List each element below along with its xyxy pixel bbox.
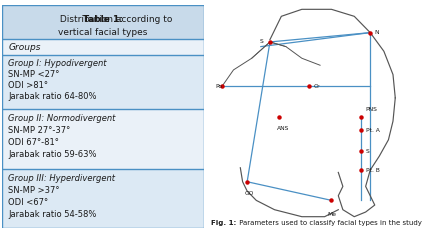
Text: Distribution according to: Distribution according to: [34, 15, 172, 24]
Text: Cr: Cr: [313, 84, 320, 89]
Text: ODI >81°: ODI >81°: [8, 81, 48, 90]
Text: S: S: [260, 39, 263, 45]
Text: ANS: ANS: [277, 126, 289, 131]
Text: vertical facial types: vertical facial types: [59, 28, 148, 37]
Text: PNS: PNS: [365, 107, 378, 112]
Text: Jarabak ratio 54-58%: Jarabak ratio 54-58%: [8, 209, 97, 219]
Bar: [2, 109, 204, 169]
Text: SN-MP <27°: SN-MP <27°: [8, 70, 59, 79]
Text: SN-MP >37°: SN-MP >37°: [8, 186, 60, 195]
Text: Group II: Normodivergent: Group II: Normodivergent: [8, 114, 115, 123]
Text: GO: GO: [245, 191, 254, 196]
Bar: [2, 5, 204, 39]
Text: Me: Me: [327, 212, 336, 217]
Text: ODI <67°: ODI <67°: [8, 198, 48, 207]
Text: Group I: Hypodivergent: Group I: Hypodivergent: [8, 59, 107, 68]
Bar: [2, 55, 204, 109]
Text: ODI 67°-81°: ODI 67°-81°: [8, 138, 59, 147]
Text: Groups: Groups: [8, 43, 41, 52]
Text: Group III: Hyperdivergent: Group III: Hyperdivergent: [8, 174, 115, 183]
Bar: [2, 169, 204, 228]
Text: Pt. B: Pt. B: [365, 168, 379, 173]
Text: SN-MP 27°-37°: SN-MP 27°-37°: [8, 126, 70, 135]
Text: N: N: [375, 30, 379, 35]
Text: S: S: [365, 149, 369, 154]
Text: Po: Po: [215, 84, 222, 89]
Text: Jarabak ratio 64-80%: Jarabak ratio 64-80%: [8, 92, 97, 101]
Text: Parameters used to classify facial types in the study: Parameters used to classify facial types…: [237, 220, 422, 226]
Text: Fig. 1:: Fig. 1:: [210, 220, 236, 226]
Text: Jarabak ratio 59-63%: Jarabak ratio 59-63%: [8, 150, 97, 159]
Text: Table 1:: Table 1:: [83, 15, 123, 24]
Bar: [2, 39, 204, 55]
Text: Pt. A: Pt. A: [365, 128, 379, 133]
